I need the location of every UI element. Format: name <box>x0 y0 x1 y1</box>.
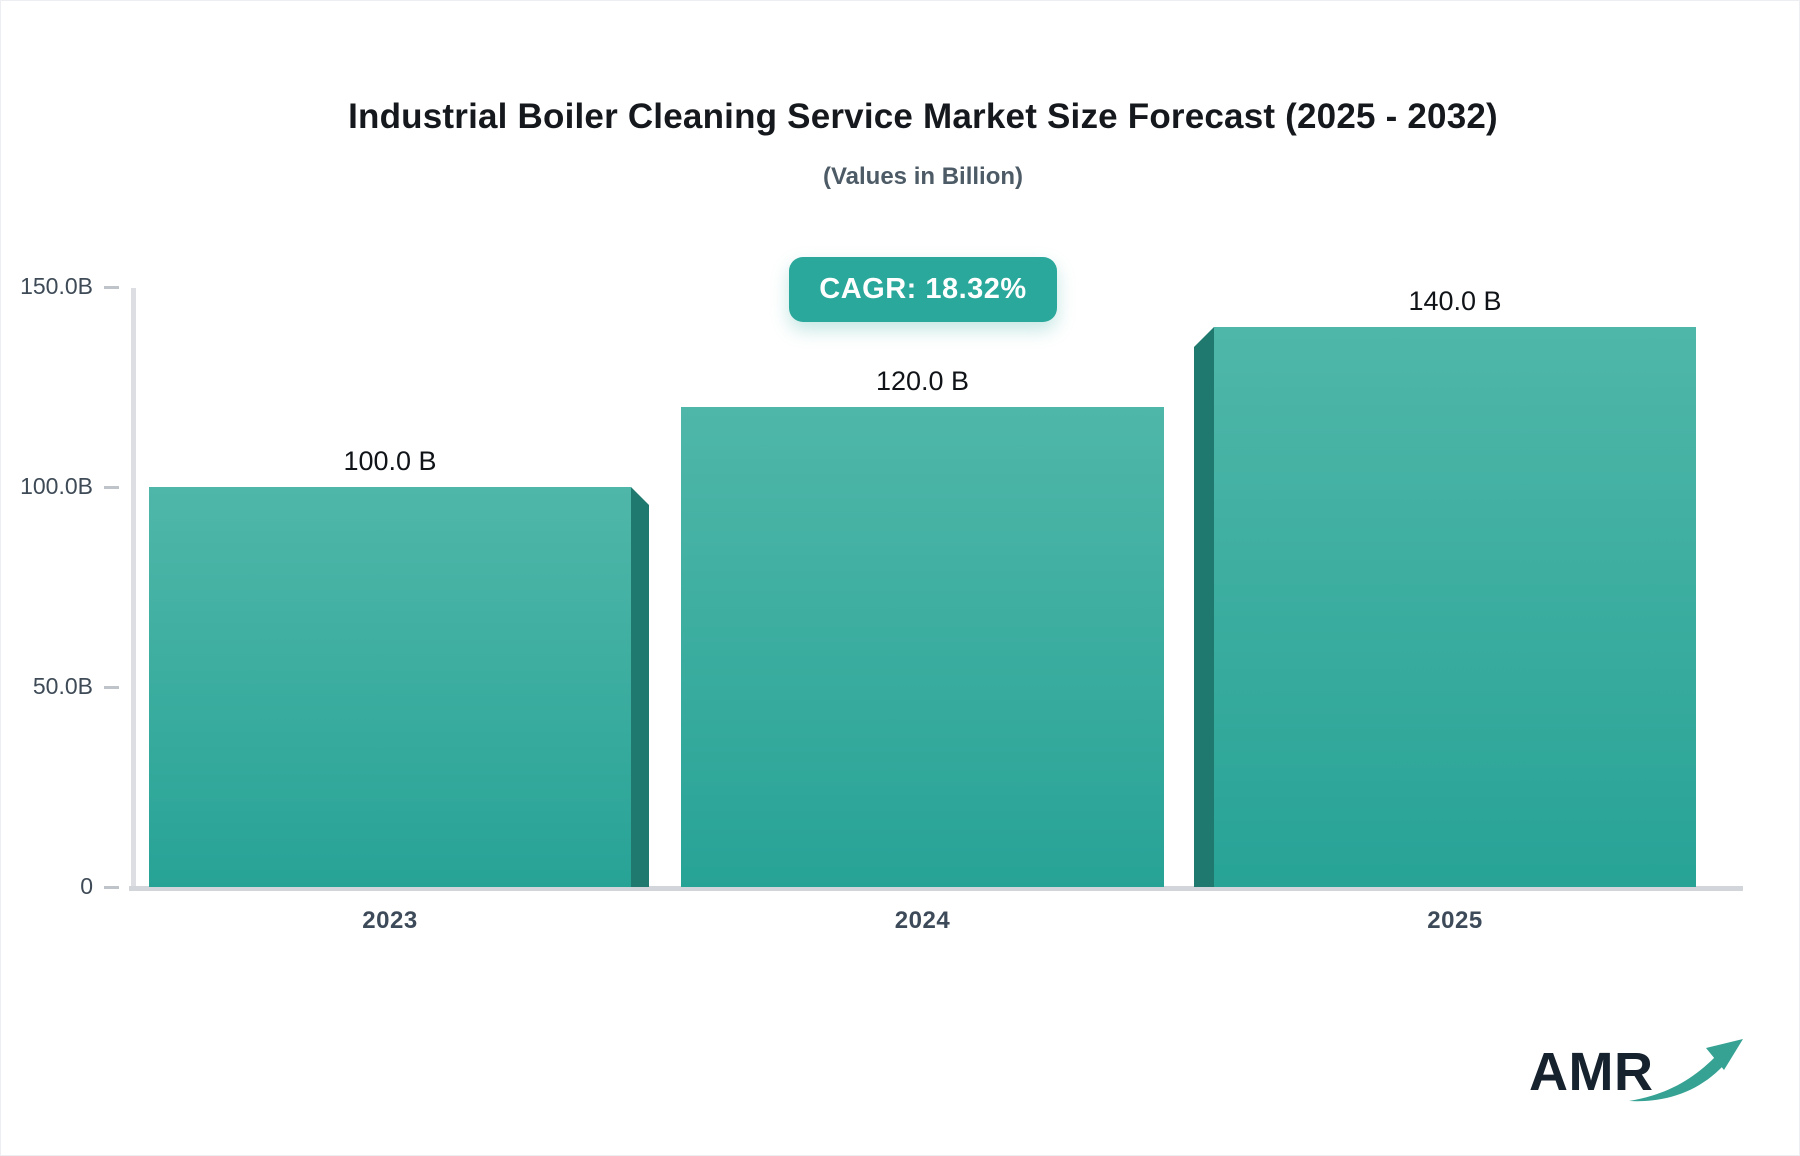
x-axis-line <box>129 886 1743 891</box>
bar-2024 <box>681 407 1164 887</box>
cagr-badge-row: CAGR: 18.32% <box>111 257 1735 322</box>
bar-2023-value-label: 100.0 B <box>343 446 437 476</box>
y-axis-tick-mark <box>104 886 119 889</box>
y-axis-tick-label: 150.0B <box>20 273 93 299</box>
y-axis-tick-label: 0 <box>80 873 93 899</box>
y-axis-line <box>131 288 136 889</box>
y-axis-tick-mark <box>104 486 119 489</box>
bar-2024-value-label: 120.0 B <box>875 366 970 396</box>
cagr-badge: CAGR: 18.32% <box>789 257 1057 322</box>
y-axis-tick-mark <box>104 286 119 289</box>
amr-logo: AMR <box>1529 1031 1743 1121</box>
bar-2025-3d-side <box>1194 327 1214 887</box>
chart-title: Industrial Boiler Cleaning Service Marke… <box>348 97 1498 136</box>
y-axis-tick-mark <box>104 686 119 689</box>
amr-logo-text: AMR <box>1529 1042 1654 1102</box>
chart-subtitle: (Values in Billion) <box>822 163 1024 190</box>
x-axis-label-2023: 2023 <box>362 907 418 934</box>
x-axis-label-2024: 2024 <box>894 907 951 934</box>
x-axis-label-2025: 2025 <box>1427 907 1483 934</box>
bar-2023-3d-side <box>631 487 649 887</box>
bar-2023 <box>149 487 631 887</box>
bar-2025 <box>1214 327 1696 887</box>
bar-2025-value-label: 140.0 B <box>1408 286 1502 316</box>
y-axis-tick-label: 100.0B <box>20 473 93 499</box>
logo-growth-arrow-icon <box>1629 1039 1743 1102</box>
y-axis-tick-label: 50.0B <box>32 673 93 699</box>
